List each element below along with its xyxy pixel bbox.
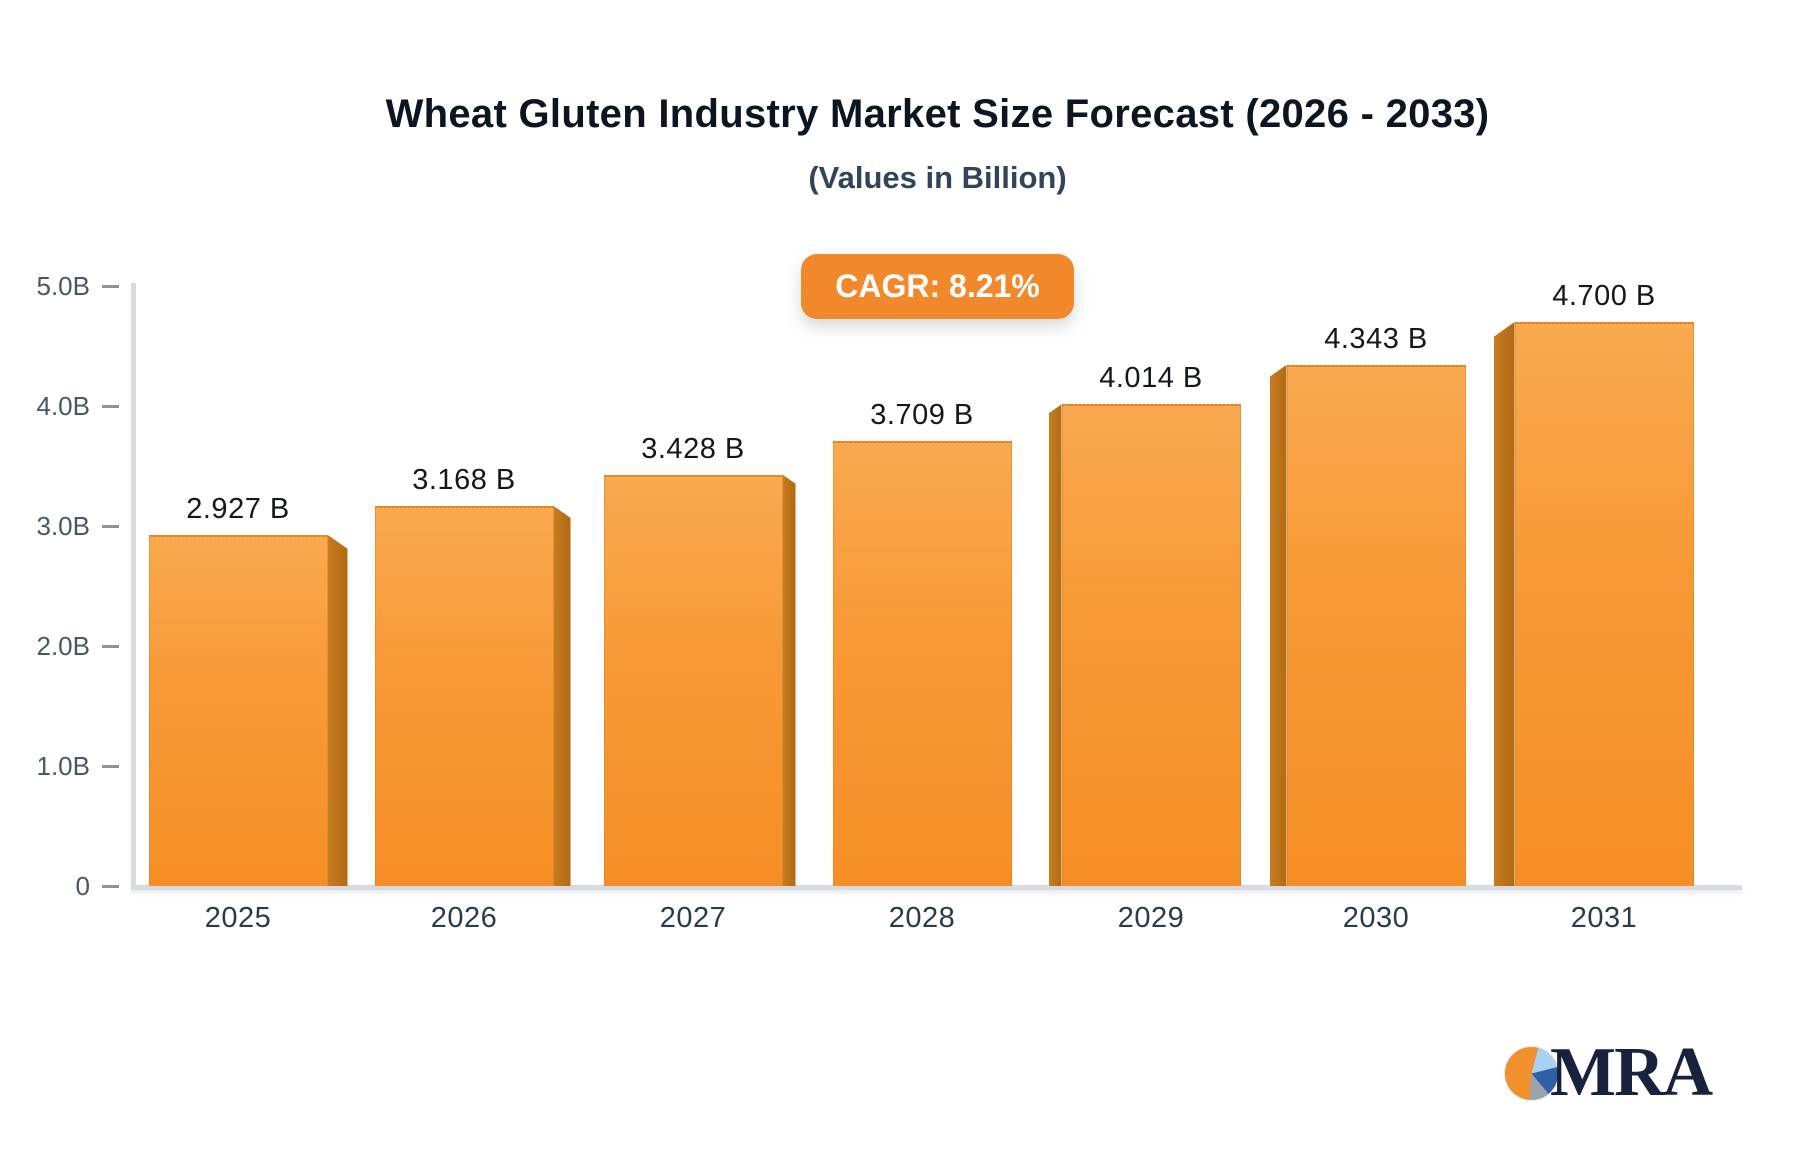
bar [1514,322,1694,886]
y-axis-tick-label: 4.0B [36,391,91,421]
bar-value-label: 4.700 B [1552,280,1656,312]
bar-3d-side [1269,364,1287,886]
bar [374,505,554,886]
mra-pie-logo-icon [1504,1045,1559,1101]
cagr-badge: CAGR: 8.21% [801,254,1074,319]
y-axis-tick [102,645,119,648]
cagr-badge-wrap: CAGR: 8.21% [133,254,1742,319]
y-axis-tick-label: 0 [75,871,90,901]
mra-logo: MRA [1504,1034,1713,1111]
bar [1286,364,1466,886]
y-axis-tick [102,525,119,528]
y-axis-tick [102,285,119,288]
bar-value-label: 4.014 B [1099,362,1203,395]
bar-value-label: 4.343 B [1324,322,1428,355]
bar-3d-side [553,505,571,886]
chart-title: Wheat Gluten Industry Market Size Foreca… [385,92,1490,136]
x-axis-label: 2031 [1570,902,1638,934]
y-axis-tick [102,405,119,408]
x-axis-label: 2026 [430,902,498,934]
y-axis-tick-label: 2.0B [36,631,91,661]
bar-value-label: 2.927 B [186,492,290,525]
x-axis-label: 2027 [659,902,727,934]
bar-value-label: 3.428 B [641,432,745,465]
x-axis-label: 2028 [888,902,956,934]
bar-3d-side [327,534,348,886]
y-axis-tick [102,885,119,888]
bar-3d-side [1493,322,1515,886]
y-axis-tick-label: 3.0B [36,511,91,541]
y-axis-tick-label: 5.0B [36,271,91,301]
bar-value-label: 3.709 B [870,398,974,431]
x-axis-label: 2030 [1342,902,1410,934]
bar-3d-side [1048,404,1062,886]
bar [148,534,328,886]
bar-3d-side [782,474,796,886]
bar [832,440,1012,886]
x-axis-line [131,885,1742,890]
y-axis-line [131,283,136,890]
x-axis-label: 2029 [1117,902,1185,934]
bar-value-label: 3.168 B [412,463,516,496]
bar [603,474,783,886]
y-axis-tick-label: 1.0B [36,751,91,781]
chart-subtitle: (Values in Billion) [808,160,1067,195]
y-axis-tick [102,765,119,768]
x-axis-label: 2025 [204,902,272,934]
bar [1061,404,1241,886]
mra-logo-text: MRA [1550,1034,1713,1111]
